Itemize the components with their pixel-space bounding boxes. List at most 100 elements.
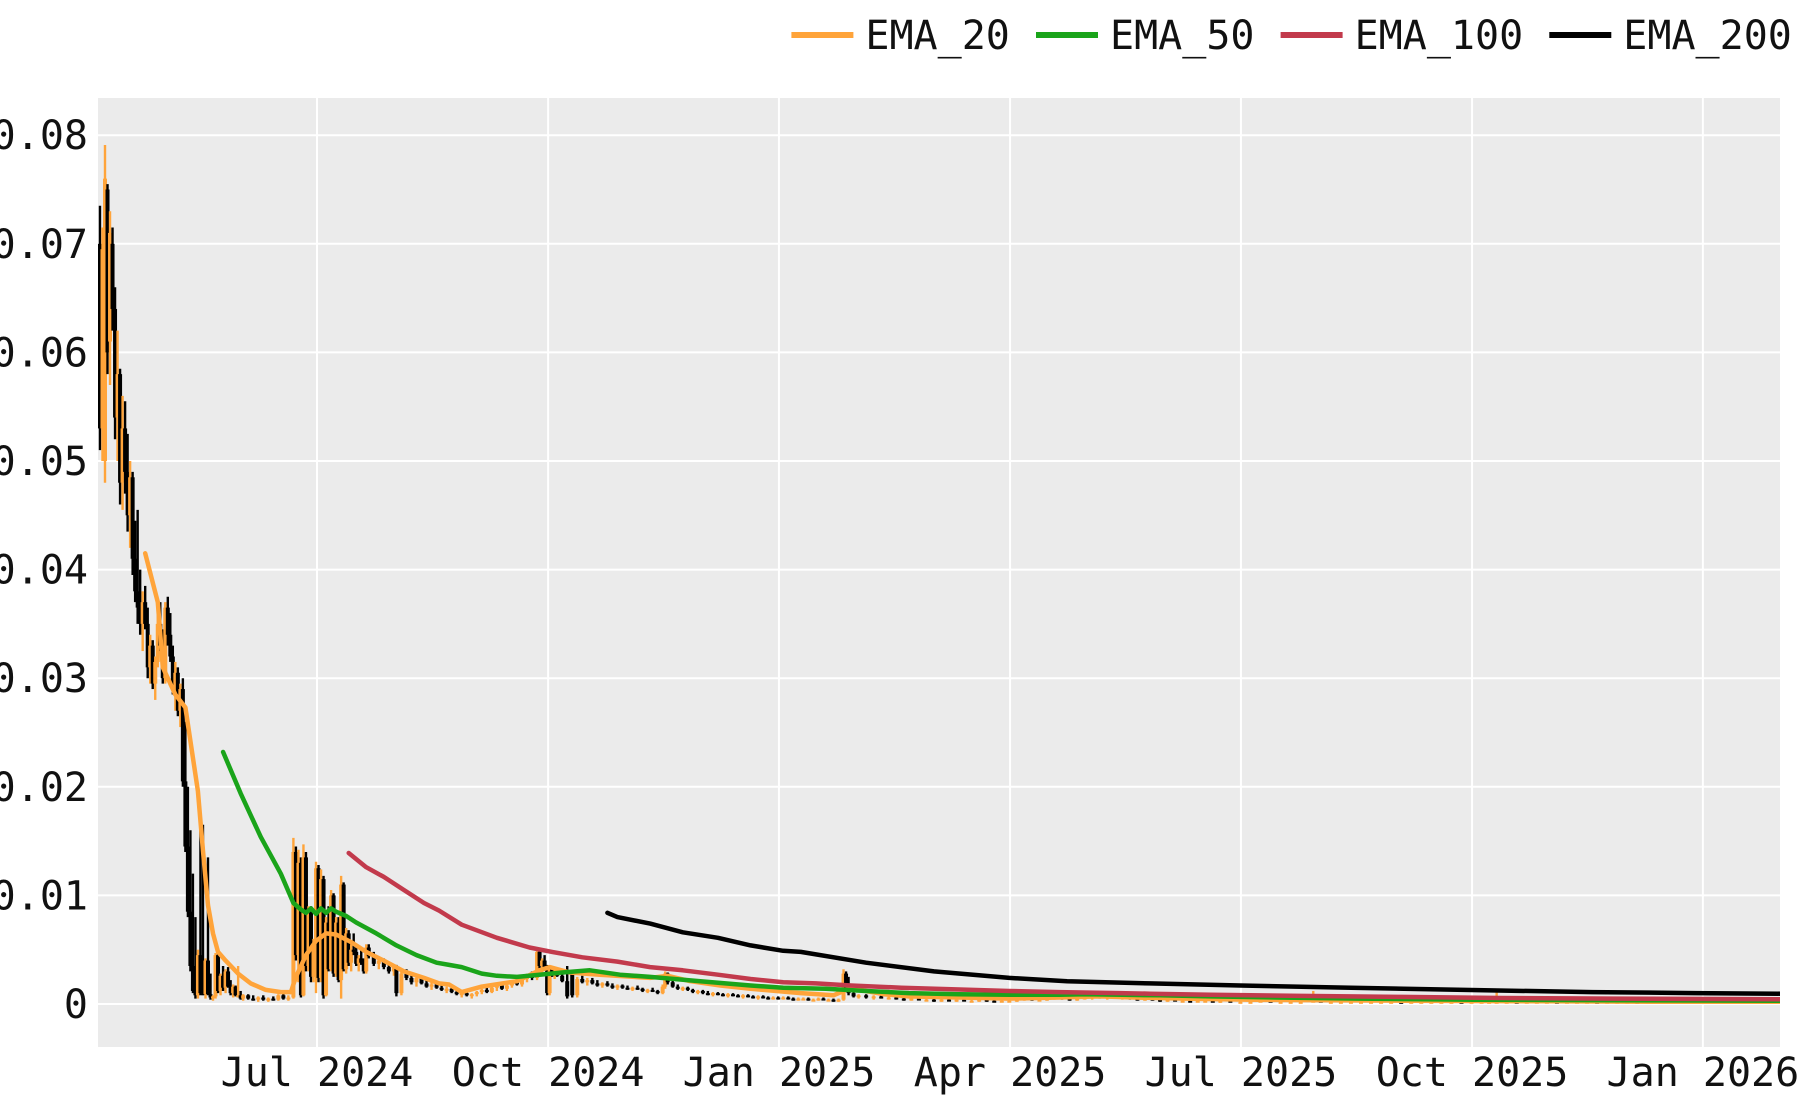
candle-body bbox=[336, 922, 341, 981]
candle-body bbox=[364, 947, 369, 972]
candle-body bbox=[341, 884, 346, 970]
candle-body bbox=[216, 955, 221, 991]
candle-body bbox=[145, 623, 150, 668]
candle-body bbox=[781, 997, 786, 1000]
candle-body bbox=[251, 998, 256, 1001]
candle-body bbox=[261, 997, 266, 1000]
candle-body bbox=[580, 979, 585, 983]
candle-body bbox=[931, 999, 936, 1002]
candle-body bbox=[776, 997, 781, 1000]
candle-body bbox=[600, 983, 605, 986]
candle-body bbox=[1369, 1001, 1374, 1004]
candle-body bbox=[806, 998, 811, 1001]
candle-body bbox=[856, 995, 861, 998]
legend-label: EMA_200 bbox=[1623, 13, 1792, 59]
y-tick-label: 0.04 bbox=[0, 548, 88, 594]
x-tick-label: Apr 2025 bbox=[914, 1050, 1107, 1096]
candle-body bbox=[233, 986, 238, 996]
candle-body bbox=[1173, 999, 1178, 1002]
candle-body bbox=[221, 975, 226, 988]
candle-body bbox=[449, 988, 454, 993]
gridlines bbox=[98, 98, 1780, 1047]
candle-body bbox=[404, 973, 409, 978]
y-tick-label: 0.08 bbox=[0, 113, 88, 159]
candle-body bbox=[205, 960, 210, 995]
candle-body bbox=[645, 989, 650, 992]
candle-body bbox=[640, 988, 645, 991]
candle-body bbox=[424, 983, 429, 987]
candle-body bbox=[246, 995, 251, 999]
ema-line-ema_200 bbox=[605, 910, 1780, 996]
candle-body bbox=[130, 477, 135, 559]
y-tick-label: 0.07 bbox=[0, 222, 88, 268]
candle-body bbox=[1238, 1001, 1243, 1004]
candle-body bbox=[113, 308, 118, 418]
x-tick-label: Jan 2025 bbox=[683, 1050, 876, 1096]
candle-body bbox=[354, 951, 359, 964]
candle-body bbox=[98, 243, 102, 429]
candle-body bbox=[183, 781, 188, 847]
candle-body bbox=[439, 987, 444, 990]
candle-body bbox=[356, 958, 361, 964]
candle-body bbox=[316, 868, 321, 978]
x-tick-label: Jul 2024 bbox=[221, 1050, 414, 1096]
candle-body bbox=[128, 477, 133, 516]
candle-body bbox=[349, 949, 354, 963]
candle-body bbox=[306, 911, 311, 966]
candle-body bbox=[615, 985, 620, 988]
candle-body bbox=[542, 960, 547, 968]
candle-body bbox=[560, 975, 565, 982]
candle-body bbox=[326, 922, 331, 970]
candle-body bbox=[223, 971, 228, 988]
candle-body bbox=[165, 607, 170, 635]
candle-body bbox=[133, 558, 138, 592]
candle-body bbox=[173, 672, 178, 690]
candle-body bbox=[170, 656, 175, 690]
candle-body bbox=[135, 591, 140, 608]
legend-item-ema_50: EMA_50 bbox=[1036, 13, 1255, 59]
candle-body bbox=[796, 998, 801, 1001]
candle-body bbox=[801, 998, 806, 1001]
candle-body bbox=[1338, 1001, 1343, 1004]
candle-body bbox=[756, 996, 761, 999]
candle-body bbox=[228, 986, 233, 994]
candle-body bbox=[469, 994, 474, 997]
candle-body bbox=[1067, 998, 1072, 1001]
candle-body bbox=[695, 990, 700, 993]
candle-body bbox=[999, 1000, 1004, 1003]
candle-body bbox=[1379, 1001, 1384, 1004]
candle-body bbox=[670, 982, 675, 987]
candle-body bbox=[1203, 1000, 1208, 1003]
candle-body bbox=[939, 999, 944, 1002]
candle-body bbox=[190, 965, 195, 991]
ema-line-ema_100 bbox=[346, 850, 1780, 1002]
candle-body bbox=[977, 999, 982, 1002]
candle-body bbox=[791, 998, 796, 1001]
candle-body bbox=[105, 189, 110, 353]
candle-body bbox=[115, 374, 120, 418]
candles-layer bbox=[98, 144, 1780, 1005]
candle-body bbox=[590, 980, 595, 984]
candle-body bbox=[585, 980, 590, 983]
candle-body bbox=[836, 999, 841, 1002]
candle-body bbox=[547, 968, 552, 994]
legend-item-ema_200: EMA_200 bbox=[1549, 13, 1792, 59]
candle-body bbox=[399, 973, 404, 994]
candle-body bbox=[595, 983, 600, 986]
candle-body bbox=[153, 661, 158, 684]
candle-body bbox=[414, 977, 419, 983]
candle-body bbox=[168, 634, 173, 657]
candle-body bbox=[138, 607, 143, 624]
candle-body bbox=[736, 995, 741, 998]
candle-body bbox=[886, 997, 891, 1000]
candle-body bbox=[444, 988, 449, 991]
candle-body bbox=[992, 1000, 997, 1003]
candle-body bbox=[409, 977, 414, 983]
candle-body bbox=[1298, 1001, 1303, 1004]
candle-body bbox=[123, 428, 128, 472]
candle-body bbox=[1158, 999, 1163, 1002]
candle-body bbox=[314, 868, 319, 945]
candle-body bbox=[1228, 1000, 1233, 1003]
